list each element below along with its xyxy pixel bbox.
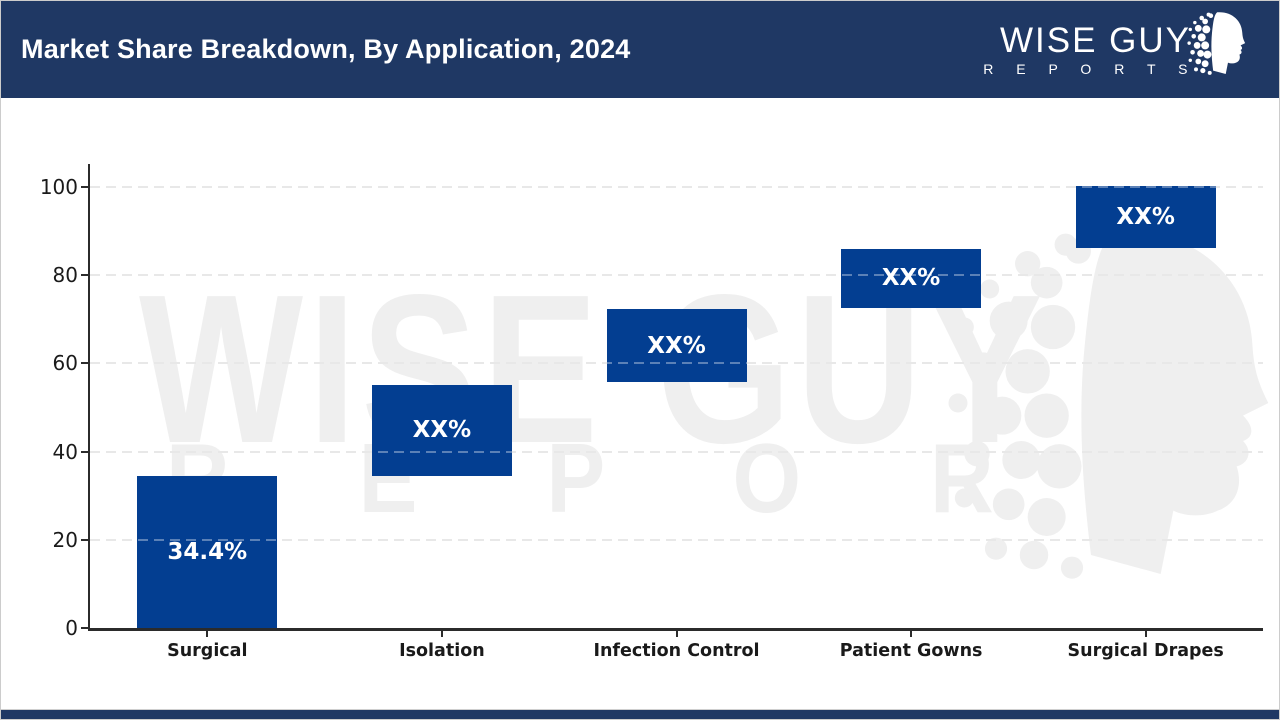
- x-tick-label: Surgical: [167, 641, 248, 661]
- y-tick-label: 40: [52, 439, 78, 464]
- gridline-overlay: [90, 538, 1263, 541]
- brand-logo-text: WISE GUY R E P O R T S: [983, 23, 1191, 77]
- x-axis-line: [88, 628, 1263, 631]
- gridline-overlay: [90, 362, 1263, 365]
- bar-value-label: XX%: [881, 265, 941, 292]
- gridline-overlay: [90, 274, 1263, 277]
- x-tick-mark: [1144, 628, 1147, 637]
- gridline: [90, 274, 1263, 277]
- brand-subtitle: R E P O R T S: [983, 60, 1197, 77]
- gridline-overlay: [90, 186, 1263, 188]
- y-tick-mark: [81, 186, 90, 188]
- watermark-face-icon: [948, 231, 1269, 579]
- bar-value-label: XX%: [1116, 203, 1175, 230]
- x-tick-label: Surgical Drapes: [1067, 641, 1224, 661]
- brand-logo: WISE GUY R E P O R T S: [983, 10, 1263, 90]
- header: Market Share Breakdown, By Application, …: [1, 1, 1279, 98]
- gridline-overlay: [90, 450, 1263, 453]
- x-tick-mark: [440, 628, 443, 637]
- bar-surgical-drapes: XX%: [1075, 185, 1216, 249]
- gridline: [90, 450, 1263, 453]
- bar-value-label: XX%: [647, 332, 706, 359]
- page-title: Market Share Breakdown, By Application, …: [21, 34, 631, 64]
- bar-infection-control: XX%: [606, 309, 747, 382]
- y-tick-mark: [81, 450, 90, 453]
- bar-surgical: 34.4%: [137, 476, 278, 628]
- y-tick-label: 60: [52, 351, 78, 376]
- x-tick-mark: [675, 628, 678, 637]
- y-tick-mark: [81, 538, 90, 541]
- x-tick-label: Isolation: [399, 641, 485, 661]
- x-tick-mark: [910, 628, 913, 637]
- y-tick-mark: [81, 627, 90, 629]
- y-axis-line: [88, 164, 90, 630]
- brand-name: WISE GUY: [999, 20, 1191, 60]
- x-tick-mark: [206, 628, 209, 637]
- footer-bar: [1, 709, 1279, 719]
- y-tick-mark: [81, 362, 90, 365]
- bar-isolation: XX%: [371, 384, 512, 476]
- bar-value-label: XX%: [412, 417, 472, 444]
- y-tick-label: 20: [52, 527, 78, 552]
- brand-face-icon: [1187, 11, 1246, 75]
- bar-value-label: 34.4%: [167, 539, 248, 566]
- y-tick-label: 80: [52, 263, 78, 288]
- x-tick-label: Patient Gowns: [839, 641, 983, 661]
- y-tick-label: 100: [39, 175, 78, 199]
- bar-patient-gowns: XX%: [841, 248, 982, 308]
- x-tick-label: Infection Control: [593, 641, 760, 661]
- y-tick-label: 0: [65, 616, 78, 640]
- gridline: [90, 186, 1263, 188]
- y-tick-mark: [81, 274, 90, 277]
- gridline: [90, 538, 1263, 541]
